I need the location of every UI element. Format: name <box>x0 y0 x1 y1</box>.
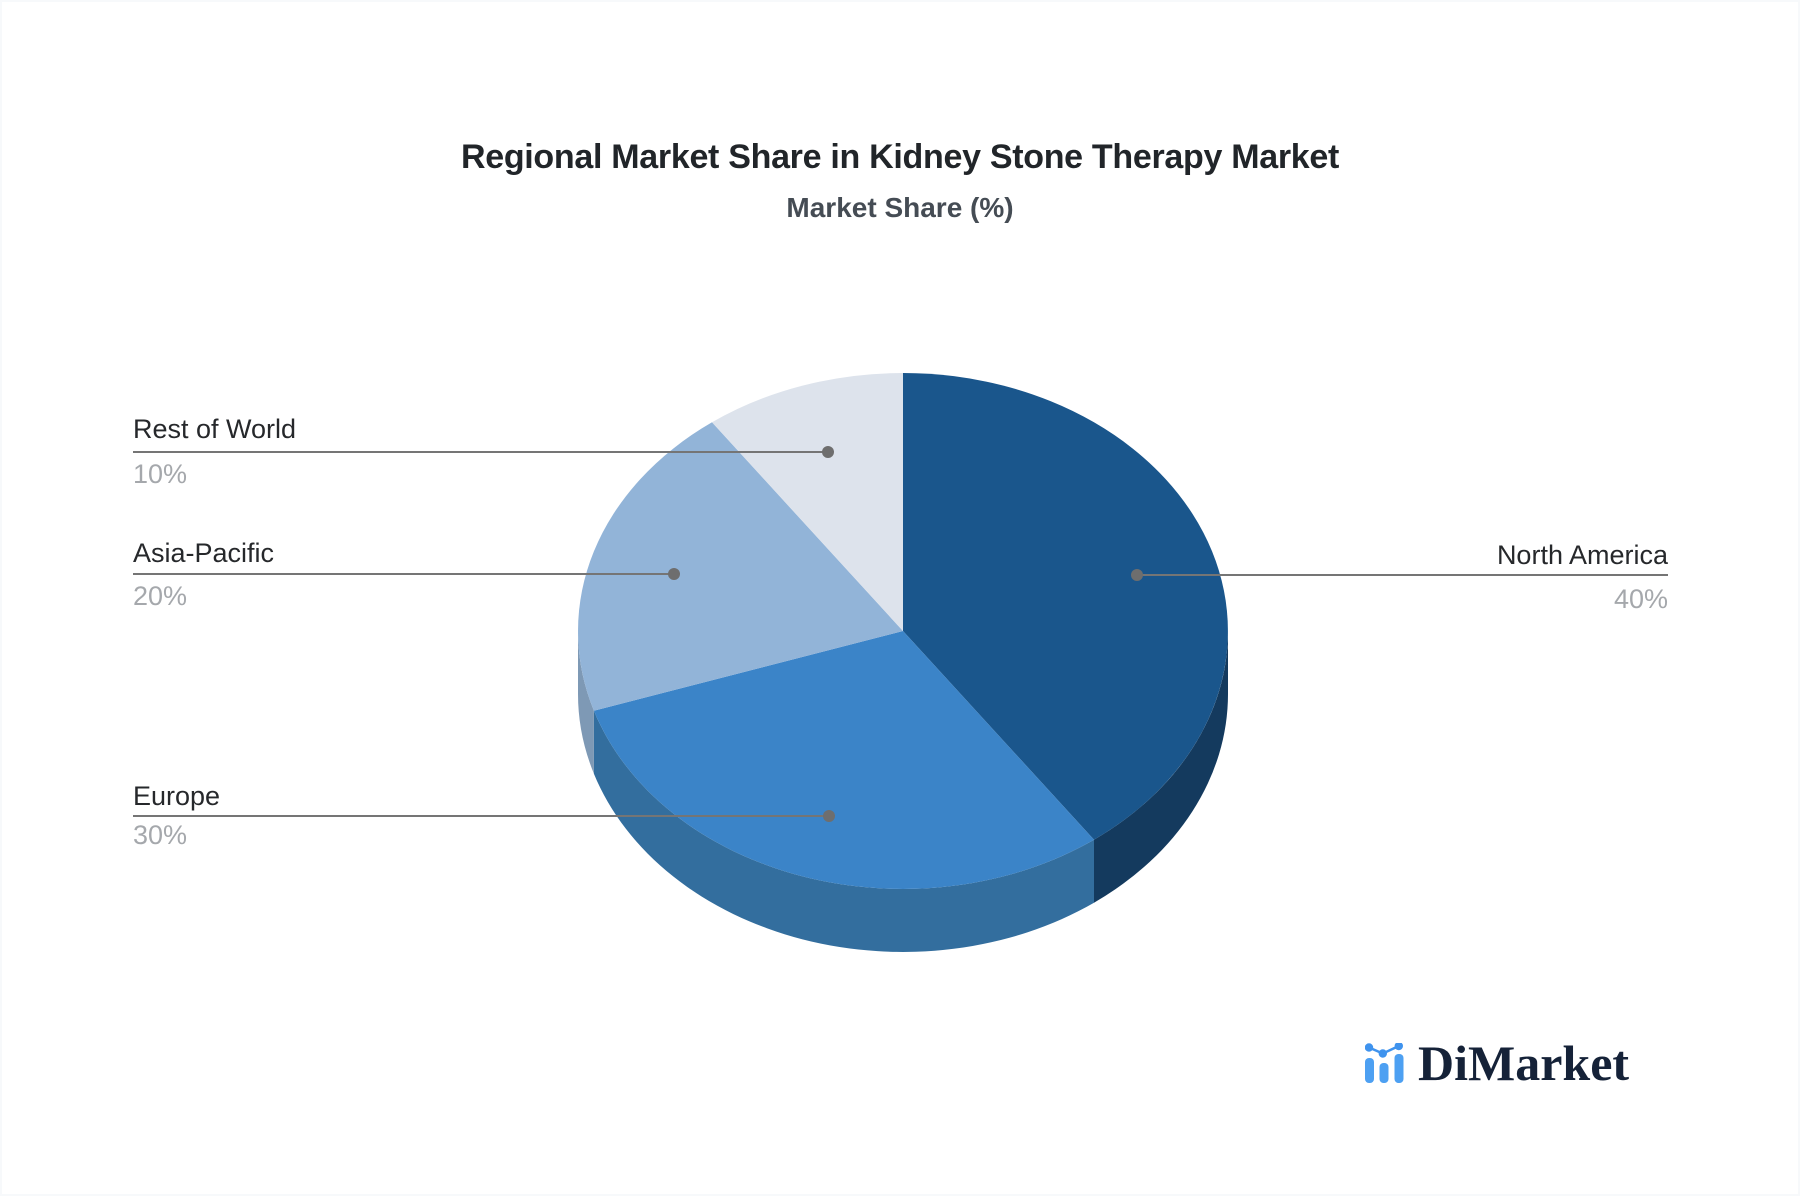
dimarket-logo-text: DiMarket <box>1418 1035 1630 1091</box>
callout-asia-pacific: Asia-Pacific 20% <box>133 538 274 612</box>
pie-slice-europe[interactable] <box>593 631 1094 889</box>
callout-rest-of-world: Rest of World 10% <box>133 414 296 490</box>
pie-slice-north-america[interactable] <box>903 373 1228 840</box>
pie-slice-side-europe <box>593 710 1094 952</box>
pie-sides <box>578 631 1228 952</box>
callout-north-america: North America 40% <box>1497 540 1668 615</box>
callout-europe: Europe 30% <box>133 781 220 851</box>
callout-leader-lines <box>133 451 1668 817</box>
dot-rest-of-world <box>822 446 834 458</box>
chart-title: Regional Market Share in Kidney Stone Th… <box>460 138 1340 176</box>
pie-slice-side-north-america <box>1094 631 1228 903</box>
callout-label: Europe <box>133 781 221 811</box>
pie-slice-asia-pacific[interactable] <box>578 422 903 711</box>
pie-top-faces <box>578 373 1228 889</box>
dimarket-logo-icon <box>1365 1043 1404 1083</box>
chart-subtitle: Market Share (%) <box>786 192 1014 223</box>
dot-europe <box>823 810 835 822</box>
callout-label: North America <box>1496 540 1668 570</box>
dot-north-america <box>1131 569 1143 581</box>
callout-percent: 30% <box>133 820 188 851</box>
callout-label: Rest of World <box>133 414 297 444</box>
pie-slice-side-asia-pacific <box>578 631 594 774</box>
callout-label: Asia-Pacific <box>133 538 275 568</box>
pie-slice-rest-of-world[interactable] <box>712 373 903 631</box>
callout-percent: 40% <box>1613 584 1668 615</box>
dot-asia-pacific <box>668 568 680 580</box>
dimarket-logo: DiMarket <box>1365 1038 1629 1088</box>
callout-dots <box>668 446 1143 822</box>
callout-percent: 20% <box>133 581 188 612</box>
callout-percent: 10% <box>133 459 188 490</box>
